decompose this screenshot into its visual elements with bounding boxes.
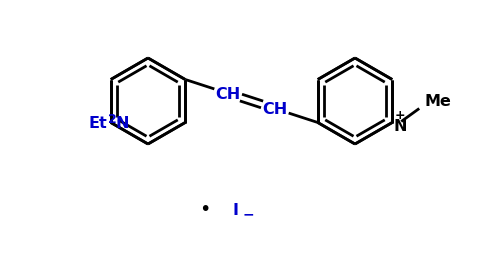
Text: CH: CH <box>263 102 288 117</box>
Text: N: N <box>116 116 129 131</box>
Text: Et: Et <box>88 116 107 131</box>
Text: I: I <box>233 203 239 218</box>
Text: •: • <box>199 200 211 219</box>
Text: 2: 2 <box>108 113 117 126</box>
Text: Me: Me <box>424 94 451 108</box>
Text: CH: CH <box>215 86 240 101</box>
Text: +: + <box>394 109 405 122</box>
Text: N: N <box>393 119 407 133</box>
Text: −: − <box>243 206 255 220</box>
